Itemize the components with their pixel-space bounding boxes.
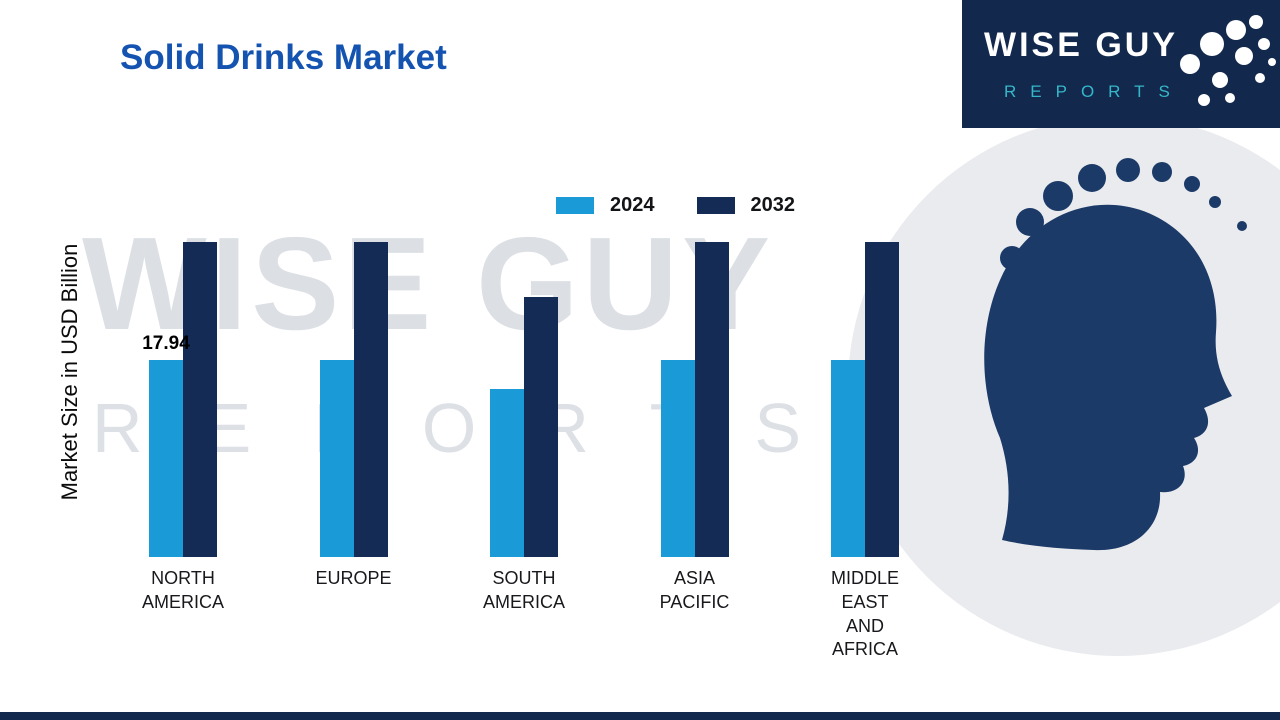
legend-item-2032: 2032 [696, 194, 796, 217]
logo-dots-icon [1180, 15, 1276, 106]
logo-word-text: REPORTS [1004, 82, 1184, 101]
legend-swatch [556, 197, 594, 214]
face-profile-decoration [984, 204, 1232, 551]
category-label: SOUTH AMERICA [482, 568, 565, 612]
bar-2024 [490, 389, 524, 557]
bar-value-label: 17.94 [142, 333, 190, 354]
legend-label: 2024 [610, 194, 655, 216]
bar-2024 [319, 360, 354, 557]
legend-item-2024: 2024 [556, 194, 655, 217]
category-label: EUROPE [315, 568, 392, 588]
bar-2032 [183, 242, 217, 557]
logo-brand-text: WISE GUY [984, 26, 1179, 64]
category-label: ASIA PACIFIC [659, 568, 730, 612]
bar-group [490, 297, 558, 557]
bar-group [149, 242, 217, 557]
bar-2032 [694, 242, 729, 557]
bar-2024 [149, 360, 183, 557]
bar-group [319, 242, 388, 557]
bar-2032 [524, 297, 558, 557]
legend-swatch [696, 197, 735, 214]
bar-group [831, 242, 899, 557]
legend-label: 2032 [750, 194, 796, 216]
bar-2024 [831, 360, 865, 557]
category-label: MIDDLE EAST AND AFRICA [830, 568, 899, 660]
page-title: Solid Drinks Market [120, 38, 447, 77]
bar-2032 [353, 242, 388, 557]
bar-2032 [865, 242, 899, 557]
halftone-dots-decoration [988, 158, 1247, 352]
bottom-accent-bar [0, 712, 1280, 720]
category-label: NORTH AMERICA [141, 568, 224, 612]
logo: WISE GUY REPORTS [962, 0, 1280, 128]
bar-group [660, 242, 729, 557]
bar-2024 [660, 360, 695, 557]
legend: 2024 2032 [556, 194, 795, 217]
